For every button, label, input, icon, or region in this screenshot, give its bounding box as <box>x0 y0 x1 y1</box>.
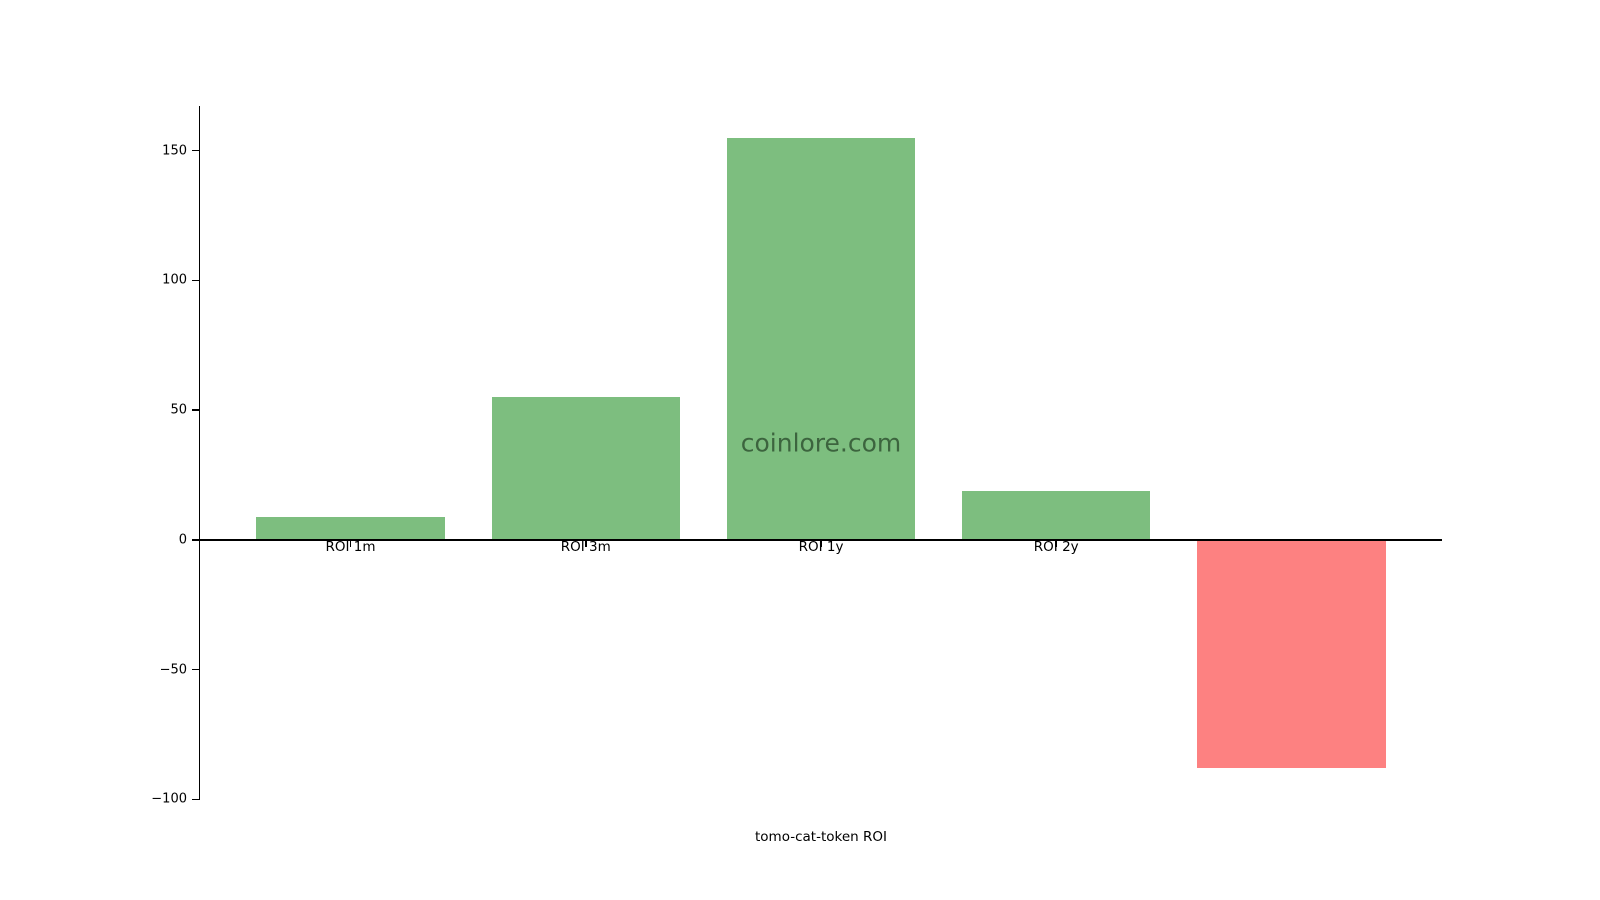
x-tick-label-roi-1y: ROI 1y <box>798 539 844 556</box>
x-tick-mark <box>349 539 352 547</box>
bar-roi-2y <box>962 490 1151 540</box>
bar-index-4 <box>1197 539 1386 769</box>
y-tick-mark <box>191 668 199 671</box>
y-tick-label: −100 <box>151 791 187 807</box>
y-tick-mark <box>191 798 199 801</box>
y-tick-label: 100 <box>162 272 187 288</box>
bar-roi-3m <box>491 397 680 540</box>
y-tick-mark <box>191 279 199 282</box>
y-axis-line <box>198 106 200 800</box>
y-tick-mark <box>191 149 199 152</box>
y-tick-label: 0 <box>178 532 187 548</box>
watermark-text: coinlore.com <box>740 428 902 458</box>
y-tick-mark <box>191 539 199 541</box>
x-tick-label-roi-2y: ROI 2y <box>1033 539 1079 556</box>
x-axis-title: tomo-cat-token ROI <box>755 829 887 845</box>
y-tick-label: −50 <box>159 662 187 678</box>
y-tick-label: 150 <box>162 143 187 159</box>
y-tick-label: 50 <box>170 402 187 418</box>
x-tick-mark <box>1055 539 1057 547</box>
y-tick-mark <box>191 409 199 411</box>
x-tick-label-roi-1m: ROI 1m <box>325 539 376 556</box>
x-tick-label-roi-3m: ROI 3m <box>560 539 611 556</box>
x-tick-mark <box>585 539 587 547</box>
bar-roi-1y <box>726 137 916 540</box>
bar-roi-1m <box>256 516 445 540</box>
x-tick-mark <box>820 539 822 547</box>
